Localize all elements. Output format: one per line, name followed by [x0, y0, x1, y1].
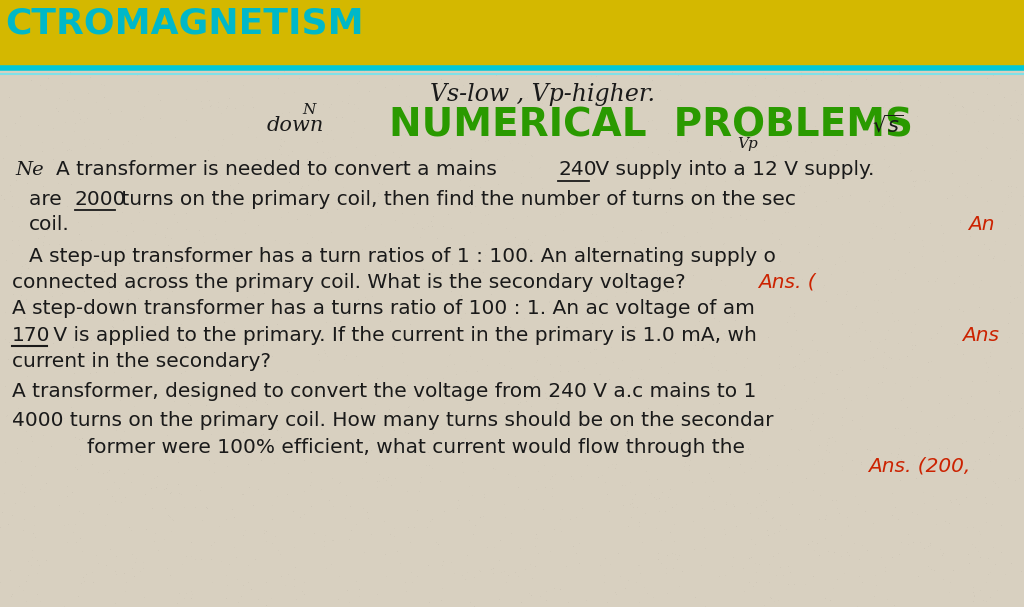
Text: are: are [29, 189, 68, 209]
Text: A step-up transformer has a turn ratios of 1 : 100. An alternating supply o: A step-up transformer has a turn ratios … [29, 246, 775, 266]
Text: A transformer, designed to convert the voltage from 240 V a.c mains to 1: A transformer, designed to convert the v… [12, 382, 757, 401]
Text: An: An [968, 215, 994, 234]
Text: current in the secondary?: current in the secondary? [12, 351, 271, 371]
Text: Ne: Ne [15, 161, 44, 179]
Text: A step-down transformer has a turns ratio of 100 : 1. An ac voltage of am: A step-down transformer has a turns rati… [12, 299, 755, 318]
Text: coil.: coil. [29, 215, 70, 234]
Text: turns on the primary coil, then find the number of turns on the sec: turns on the primary coil, then find the… [115, 189, 796, 209]
Bar [0, 0, 1024, 66]
Text: connected across the primary coil. What is the secondary voltage?: connected across the primary coil. What … [12, 273, 686, 292]
Text: Ans. (200,: Ans. (200, [868, 456, 971, 476]
Text: 240: 240 [558, 160, 597, 180]
Text: 4000 turns on the primary coil. How many turns should be on the secondar: 4000 turns on the primary coil. How many… [12, 410, 774, 430]
Text: $\sqrt{s}$: $\sqrt{s}$ [872, 115, 904, 137]
Text: 2000: 2000 [75, 189, 126, 209]
Text: Ans. (: Ans. ( [758, 273, 815, 292]
Text: down: down [266, 116, 324, 135]
Text: V is applied to the primary. If the current in the primary is 1.0 mA, wh: V is applied to the primary. If the curr… [47, 325, 757, 345]
Text: N: N [302, 103, 315, 118]
Text: A transformer is needed to convert a mains: A transformer is needed to convert a mai… [56, 160, 504, 180]
Text: Vp: Vp [737, 137, 758, 151]
Text: V supply into a 12 V supply.: V supply into a 12 V supply. [589, 160, 874, 180]
Text: 170: 170 [12, 325, 51, 345]
Text: CTROMAGNETISM: CTROMAGNETISM [5, 6, 364, 40]
Text: Ans: Ans [963, 325, 999, 345]
Text: former were 100% efficient, what current would flow through the: former were 100% efficient, what current… [87, 438, 745, 458]
Text: Vs-low , Vp-higher.: Vs-low , Vp-higher. [430, 83, 655, 106]
Text: NUMERICAL  PROBLEMS: NUMERICAL PROBLEMS [389, 107, 913, 144]
